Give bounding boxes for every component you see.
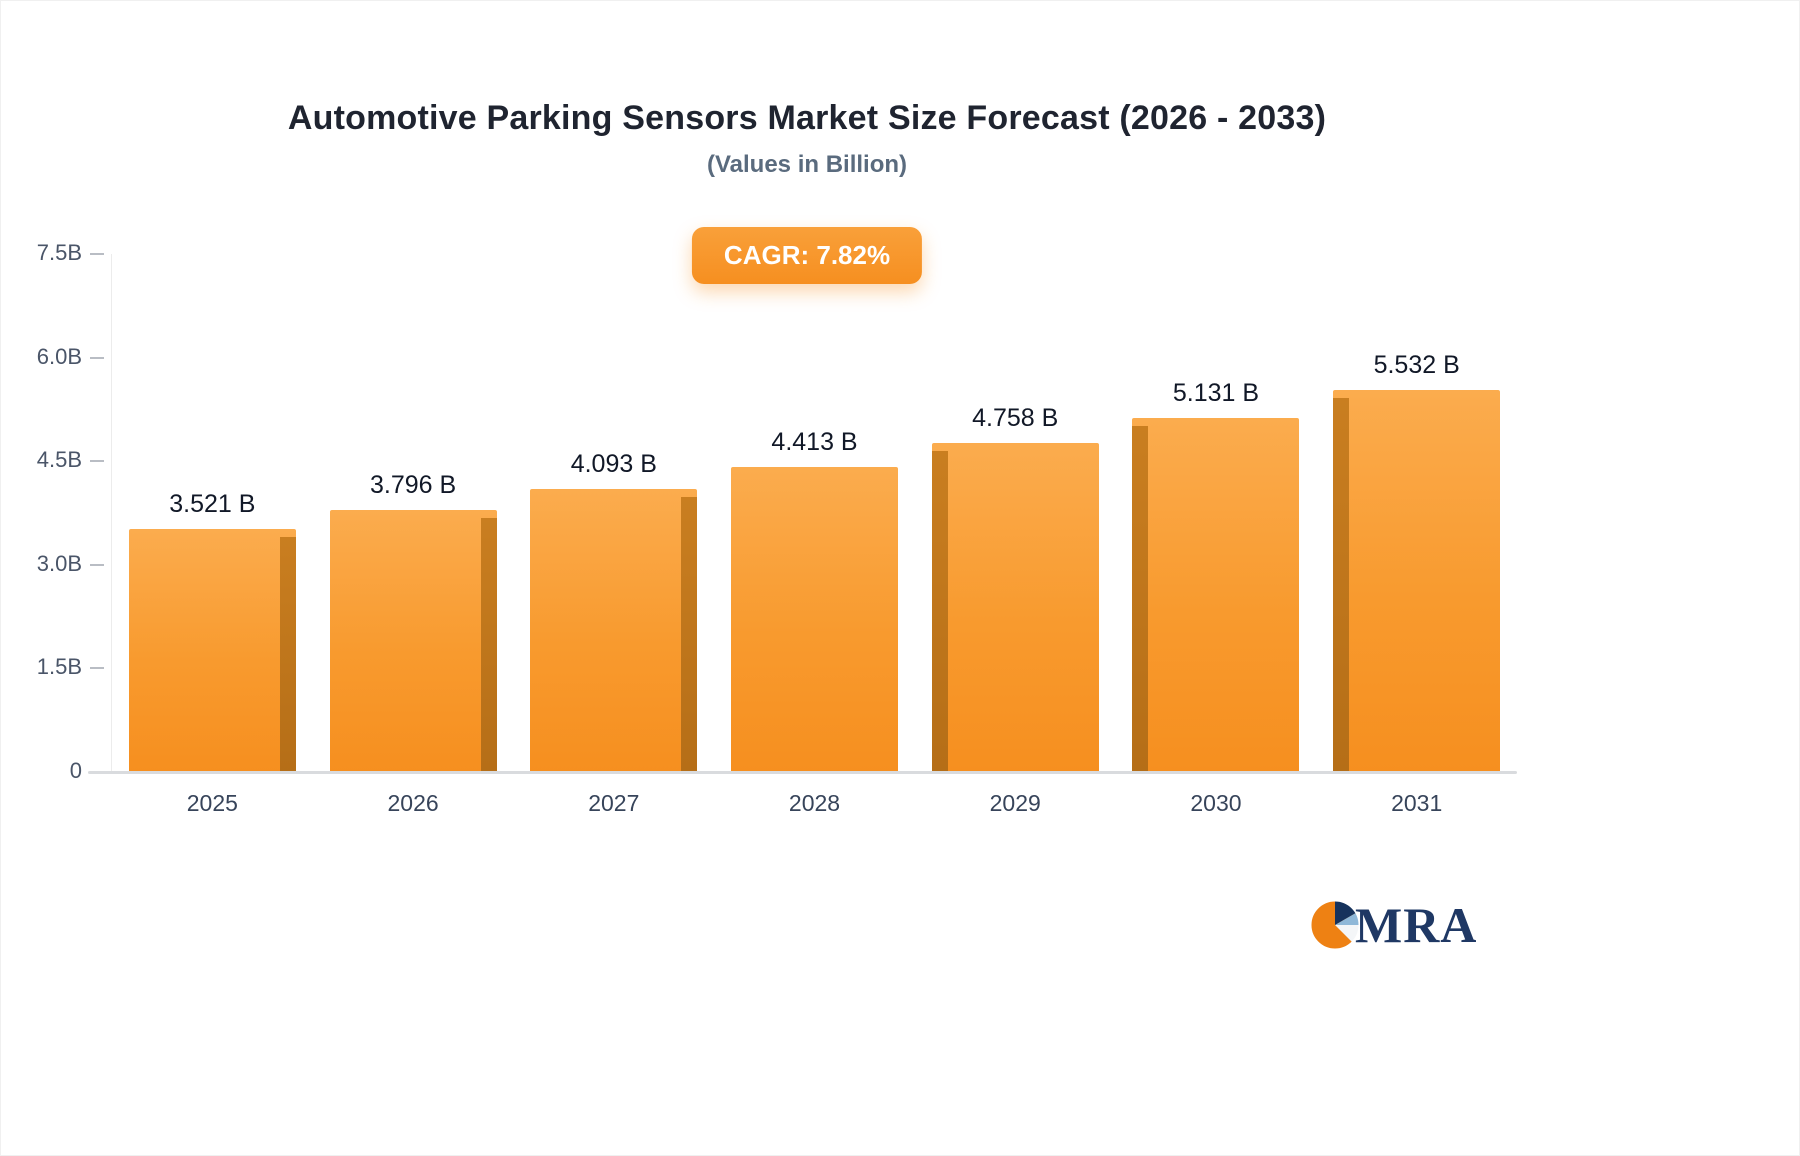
bar: [128, 528, 296, 772]
y-tick-label: 6.0B: [36, 343, 82, 369]
chart-subtitle: (Values in Billion): [706, 151, 908, 178]
bar: [1333, 389, 1501, 772]
bar-value-label: 4.093 B: [570, 450, 657, 479]
bar-side-shade: [279, 536, 296, 772]
bar-value-label: 4.413 B: [771, 428, 858, 457]
y-tick-label: 4.5B: [36, 447, 82, 473]
bar-group-2025: 3.521 B 2025: [112, 254, 313, 816]
bar-side-shade: [681, 497, 698, 772]
bar-value-label: 5.532 B: [1373, 350, 1460, 379]
y-tick-label: 3.0B: [36, 550, 82, 576]
bar: [1132, 417, 1300, 772]
x-axis-label: 2027: [588, 790, 640, 816]
bar: [731, 467, 899, 772]
x-axis-label: 2031: [1391, 790, 1443, 816]
bar-side-shade: [931, 451, 948, 772]
mra-logo-text: MRA: [1355, 897, 1478, 953]
cagr-badge-label: CAGR: 7.82%: [723, 240, 891, 270]
x-axis-label: 2029: [989, 790, 1041, 816]
x-axis-label: 2030: [1190, 790, 1242, 816]
bar-value-label: 4.758 B: [972, 404, 1059, 433]
bar-value-label: 3.521 B: [169, 489, 256, 518]
bar: [329, 509, 497, 772]
y-tick-label: 1.5B: [36, 654, 82, 680]
bar: [931, 443, 1099, 772]
y-tick-label: 7.5B: [36, 240, 82, 265]
x-axis-label: 2025: [186, 790, 238, 816]
bar-side-shade: [1333, 397, 1350, 772]
bar: [530, 489, 698, 772]
mra-logo: MRA: [1309, 899, 1477, 951]
bar-group-2029: 4.758 B 2029: [915, 254, 1116, 816]
x-axis-label: 2026: [387, 790, 439, 816]
bar-side-shade: [480, 517, 497, 772]
y-tick-mark: [90, 667, 104, 670]
bar-group-2026: 3.796 B 2026: [313, 254, 514, 816]
x-axis-label: 2028: [788, 790, 841, 816]
bar-group-2031: 5.532 B 2031: [1316, 254, 1517, 816]
cagr-badge: CAGR: 7.82%: [691, 227, 923, 284]
bars-area: 3.521 B 2025 3.796 B 2026 4.093 B 2027 4.413 B…: [112, 254, 1517, 816]
y-tick-mark: [90, 253, 104, 255]
bar-side-shade: [1132, 425, 1149, 772]
bar-value-label: 3.796 B: [369, 470, 457, 499]
y-tick-label: 0: [69, 758, 82, 783]
bar-group-2030: 5.131 B 2030: [1116, 254, 1317, 816]
bar-chart: 0 1.5B 3.0B 4.5B 6.0B 7.5B 3.521 B 2025 3.796 B…: [37, 240, 1517, 816]
y-tick-mark: [90, 356, 104, 359]
y-tick-mark: [90, 563, 104, 566]
mra-logo-icon: [1310, 900, 1360, 950]
y-tick-mark: [90, 460, 104, 463]
chart-title: Automotive Parking Sensors Market Size F…: [287, 99, 1327, 137]
bar-group-2027: 4.093 B 2027: [513, 254, 714, 816]
bar-group-2028: 4.413 B 2028: [714, 254, 915, 816]
bar-value-label: 5.131 B: [1172, 378, 1260, 407]
x-axis-line: [88, 771, 1517, 774]
